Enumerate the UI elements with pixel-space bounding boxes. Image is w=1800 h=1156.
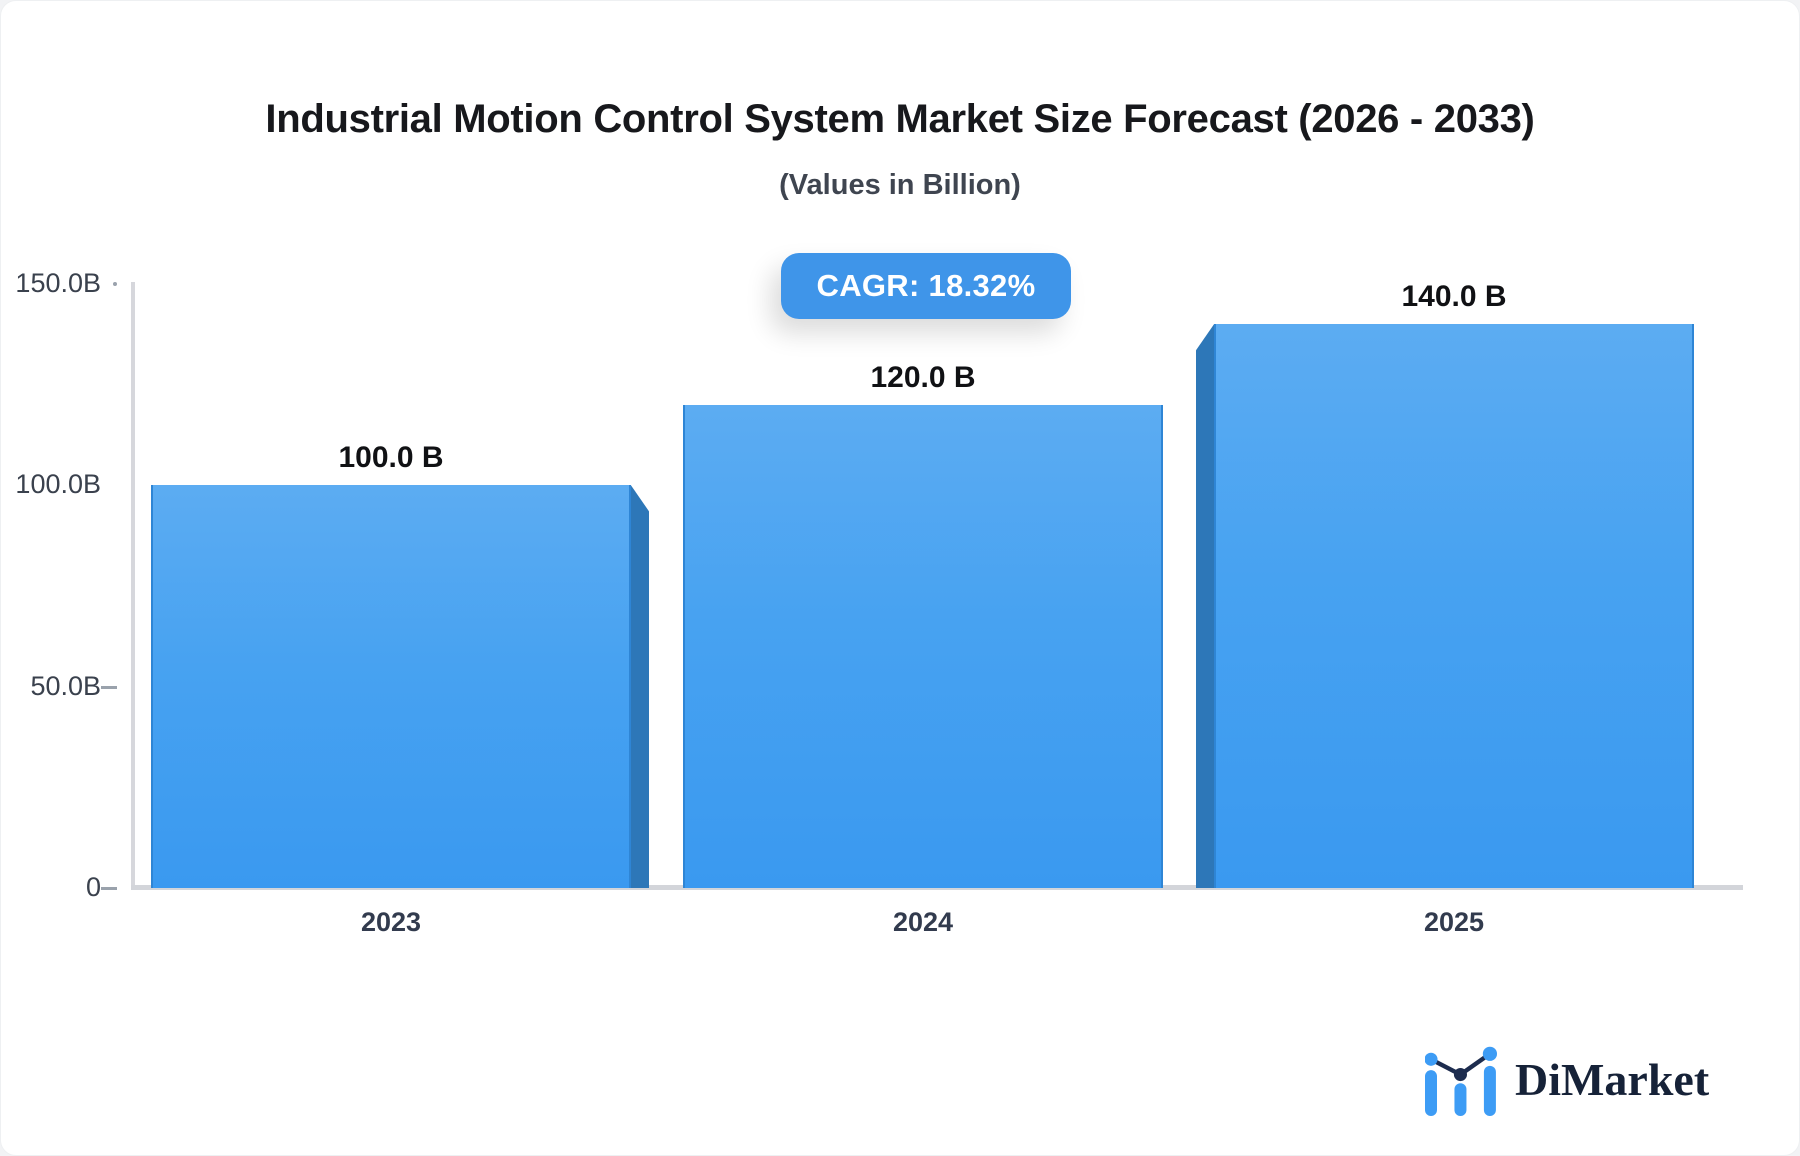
x-axis-label: 2023	[360, 907, 422, 937]
bar	[683, 404, 1163, 888]
mini-bar-chart-logo-icon	[1425, 1046, 1497, 1116]
bar-3d-bevel	[631, 485, 649, 888]
chart-title: Industrial Motion Control System Market …	[265, 97, 1535, 141]
y-axis-tick-mark	[101, 685, 117, 689]
brand-name: DiMarket	[1515, 1054, 1710, 1105]
bar-3d-bevel	[1196, 324, 1214, 888]
y-axis-tick-label: 50.0B	[30, 670, 101, 701]
cagr-badge: CAGR: 18.32%	[781, 253, 1071, 319]
y-axis-tick-mark	[113, 282, 117, 286]
bar	[1214, 324, 1694, 888]
bar	[151, 485, 631, 888]
y-axis-line	[131, 282, 135, 890]
cagr-badge-label: CAGR: 18.32%	[816, 268, 1036, 303]
y-axis-tick-mark	[101, 887, 117, 890]
y-axis-tick-label: 150.0B	[15, 268, 101, 298]
y-axis-tick-label: 100.0B	[15, 469, 101, 500]
y-axis-tick-label: 0	[85, 872, 101, 902]
brand-logo: DiMarket	[1425, 1043, 1709, 1117]
x-axis-label: 2024	[892, 907, 954, 937]
bar-value-label: 140.0 B	[1401, 280, 1507, 314]
bar-value-label: 120.0 B	[870, 360, 976, 394]
chart-subtitle: (Values in Billion)	[779, 169, 1021, 201]
x-axis-label: 2025	[1423, 907, 1485, 937]
bar-value-label: 100.0 B	[338, 441, 444, 475]
